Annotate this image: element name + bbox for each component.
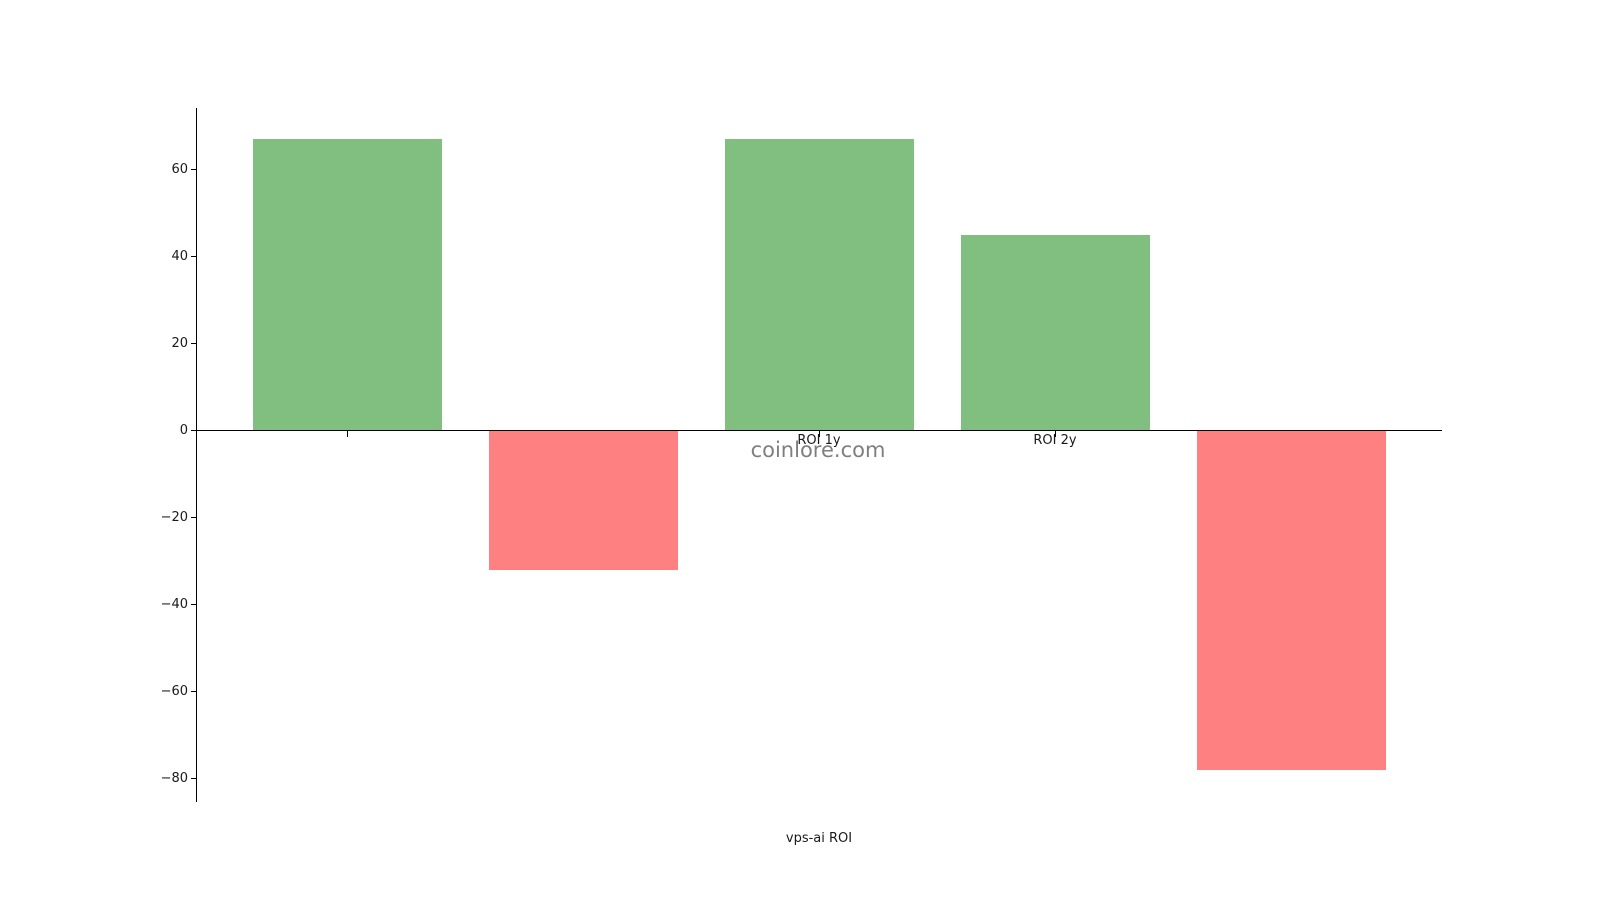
y-tick (191, 691, 196, 693)
x-tick (1054, 431, 1056, 437)
y-tick (191, 168, 196, 170)
y-tick-label: 40 (171, 248, 188, 264)
x-tick-label: ROI 2y (1033, 433, 1077, 448)
y-tick (191, 255, 196, 257)
x-tick (346, 431, 348, 437)
x-axis-line (196, 430, 1442, 431)
bar (252, 139, 442, 431)
y-tick-label: −80 (160, 771, 188, 787)
y-tick (191, 604, 196, 606)
watermark: coinlore.com (750, 438, 886, 462)
y-tick-label: −60 (160, 684, 188, 700)
y-axis-spine (196, 108, 197, 802)
y-tick-label: −40 (160, 597, 188, 613)
x-tick-label: ROI 1y (797, 433, 841, 448)
y-tick-label: 20 (171, 335, 188, 351)
bar (724, 139, 914, 431)
bar (960, 235, 1150, 431)
y-tick-label: 60 (171, 161, 188, 177)
y-tick (191, 778, 196, 780)
x-axis-label: vps-ai ROI (785, 831, 853, 846)
y-tick (191, 430, 196, 431)
y-tick (191, 342, 196, 344)
bar (488, 431, 678, 571)
bar (1196, 431, 1386, 771)
y-tick-label: −20 (160, 510, 188, 526)
x-tick (818, 431, 820, 437)
y-tick-label: 0 (179, 423, 188, 438)
y-tick (191, 517, 196, 519)
